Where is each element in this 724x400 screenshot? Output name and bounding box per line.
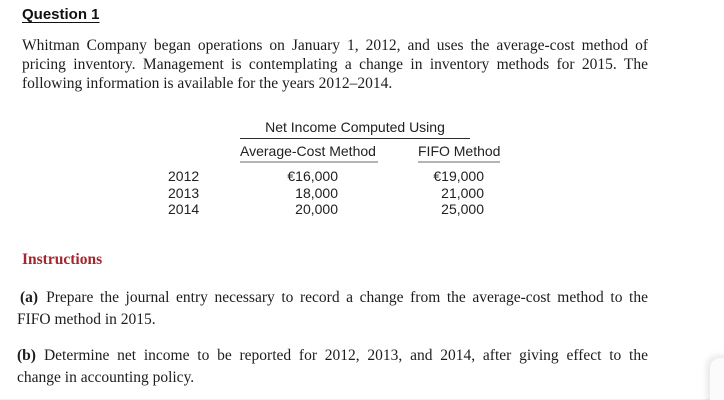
intro-paragraph: Whitman Company began operations on Janu… bbox=[22, 36, 648, 93]
instruction-b-line: change in accounting policy. bbox=[17, 368, 195, 386]
average-cost-cell: €16,000 bbox=[287, 168, 338, 184]
intro-line: pricing inventory. Management is contemp… bbox=[22, 56, 648, 73]
instruction-b-line: (b) Determine net income to be reported f… bbox=[17, 345, 648, 367]
fifo-cell: €19,000 bbox=[433, 168, 484, 184]
table-row: 2013 18,000 21,000 bbox=[168, 185, 500, 202]
table-row: 2012 €16,000 €19,000 bbox=[168, 168, 500, 185]
net-income-table: Net Income Computed Using Average-Cost M… bbox=[168, 119, 500, 218]
table-row: 2014 20,000 25,000 bbox=[168, 201, 500, 218]
table-body: 2012 €16,000 €19,000 2013 18,000 21,000 … bbox=[168, 168, 500, 218]
average-cost-cell: 20,000 bbox=[295, 201, 338, 217]
instruction-b-label: (b) bbox=[17, 347, 36, 364]
year-cell: 2013 bbox=[168, 184, 200, 201]
page-title: Question 1 bbox=[22, 6, 100, 23]
column-gap bbox=[378, 143, 418, 163]
year-cell: 2014 bbox=[168, 201, 200, 217]
intro-line: following information is available for t… bbox=[22, 75, 393, 92]
fifo-cell: 25,000 bbox=[441, 201, 484, 217]
year-cell: 2012 bbox=[168, 168, 200, 184]
instruction-a-line: FIFO method in 2015. bbox=[17, 310, 156, 328]
average-cost-cell: 18,000 bbox=[295, 184, 338, 201]
instruction-b-text: Determine net income to be reported for … bbox=[43, 347, 648, 364]
year-column-spacer bbox=[168, 143, 240, 163]
column-header-average-cost: Average-Cost Method bbox=[240, 143, 378, 163]
column-header-fifo: FIFO Method bbox=[418, 143, 500, 163]
instruction-a-text: Prepare the journal entry necessary to r… bbox=[46, 289, 648, 306]
intro-line: Whitman Company began operations on Janu… bbox=[22, 37, 648, 54]
floating-widget-edge[interactable] bbox=[710, 358, 724, 400]
table-group-header: Net Income Computed Using bbox=[240, 119, 470, 139]
instructions-heading: Instructions bbox=[22, 251, 103, 268]
instruction-item-a: (a) Prepare the journal entry necessary t… bbox=[17, 287, 648, 330]
table-column-header-row: Average-Cost Method FIFO Method bbox=[168, 143, 500, 163]
instruction-a-label: (a) bbox=[20, 289, 39, 306]
instruction-item-b: (b) Determine net income to be reported f… bbox=[17, 345, 648, 388]
instruction-a-line: (a) Prepare the journal entry necessary t… bbox=[17, 287, 648, 309]
fifo-cell: 21,000 bbox=[441, 184, 484, 201]
